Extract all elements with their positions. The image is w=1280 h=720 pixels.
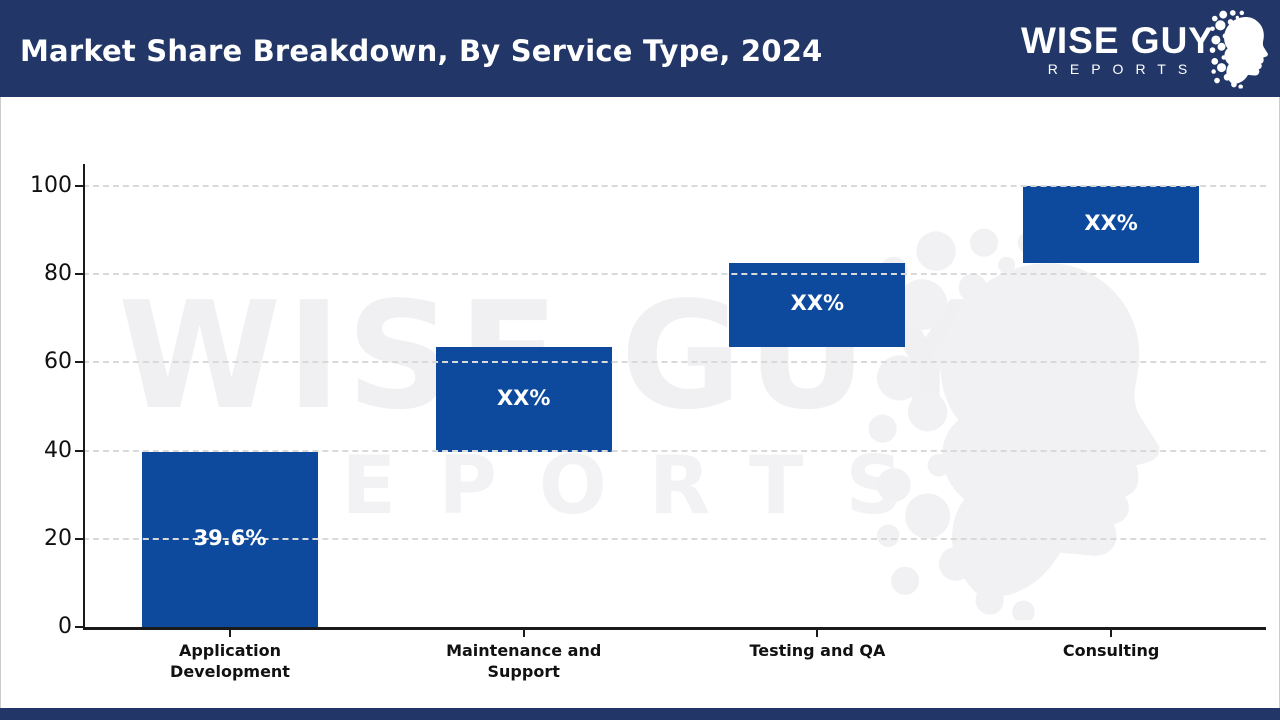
x-tick-label-line: Application	[178, 641, 282, 660]
y-tick-mark	[75, 273, 83, 276]
y-tick-mark	[75, 626, 83, 628]
y-tick-label: 80	[44, 261, 72, 287]
x-tick-label-line: Testing and QA	[749, 641, 886, 660]
brand-subtitle: REPORTS	[1047, 61, 1200, 77]
x-tick-mark	[522, 629, 525, 637]
bar-4	[1023, 186, 1200, 264]
gridline-80	[83, 273, 1266, 276]
left-border	[0, 97, 1, 708]
x-tick-label: Consulting	[971, 640, 1251, 661]
y-tick-label: 100	[30, 173, 72, 198]
x-tick-label-line: Consulting	[1062, 641, 1160, 660]
header-bar: Market Share Breakdown, By Service Type,…	[0, 0, 1280, 97]
bar-2	[435, 346, 612, 453]
watermark-subtitle: REPORTS	[238, 439, 946, 532]
brand-wordmark: WISE GUY REPORTS	[1021, 22, 1214, 76]
y-tick-mark	[75, 361, 83, 364]
footer-bar	[0, 708, 1280, 720]
y-tick-label: 0	[58, 614, 72, 639]
chart-title: Market Share Breakdown, By Service Type,…	[20, 34, 823, 68]
y-tick-mark	[75, 185, 83, 187]
gridline-60	[83, 361, 1266, 364]
y-tick-mark	[75, 537, 83, 540]
brand-name: WISE GUY	[1020, 20, 1214, 61]
bar-value-label: XX%	[1084, 210, 1138, 235]
x-tick-mark	[816, 629, 819, 637]
x-tick-label-line: Maintenance and	[446, 641, 602, 660]
y-tick-label: 40	[44, 437, 72, 463]
y-tick-mark	[75, 449, 83, 452]
bar-value-label: XX%	[790, 291, 845, 316]
x-tick-mark	[1110, 629, 1113, 637]
gridline-100	[83, 185, 1266, 187]
bar-3	[729, 263, 906, 347]
brand-head-icon	[1208, 9, 1270, 89]
x-tick-label: Testing and QA	[677, 640, 957, 661]
x-tick-mark	[229, 629, 231, 637]
gridline-20	[83, 537, 1266, 540]
x-tick-label-line: Support	[487, 662, 560, 681]
gridline-40	[83, 449, 1266, 452]
y-tick-label: 60	[44, 349, 72, 375]
brand-logo: WISE GUY REPORTS	[1021, 6, 1270, 92]
y-axis-line	[83, 164, 85, 629]
bar-value-label: 39.6%	[193, 525, 267, 550]
y-tick-label: 20	[44, 525, 72, 551]
x-tick-label-line: Development	[170, 662, 290, 681]
x-axis-line	[83, 627, 1266, 630]
bar-value-label: XX%	[496, 385, 551, 410]
x-tick-label: Application Development	[90, 640, 370, 682]
x-tick-label: Maintenance and Support	[384, 640, 664, 682]
watermark-head-icon	[860, 222, 1170, 624]
